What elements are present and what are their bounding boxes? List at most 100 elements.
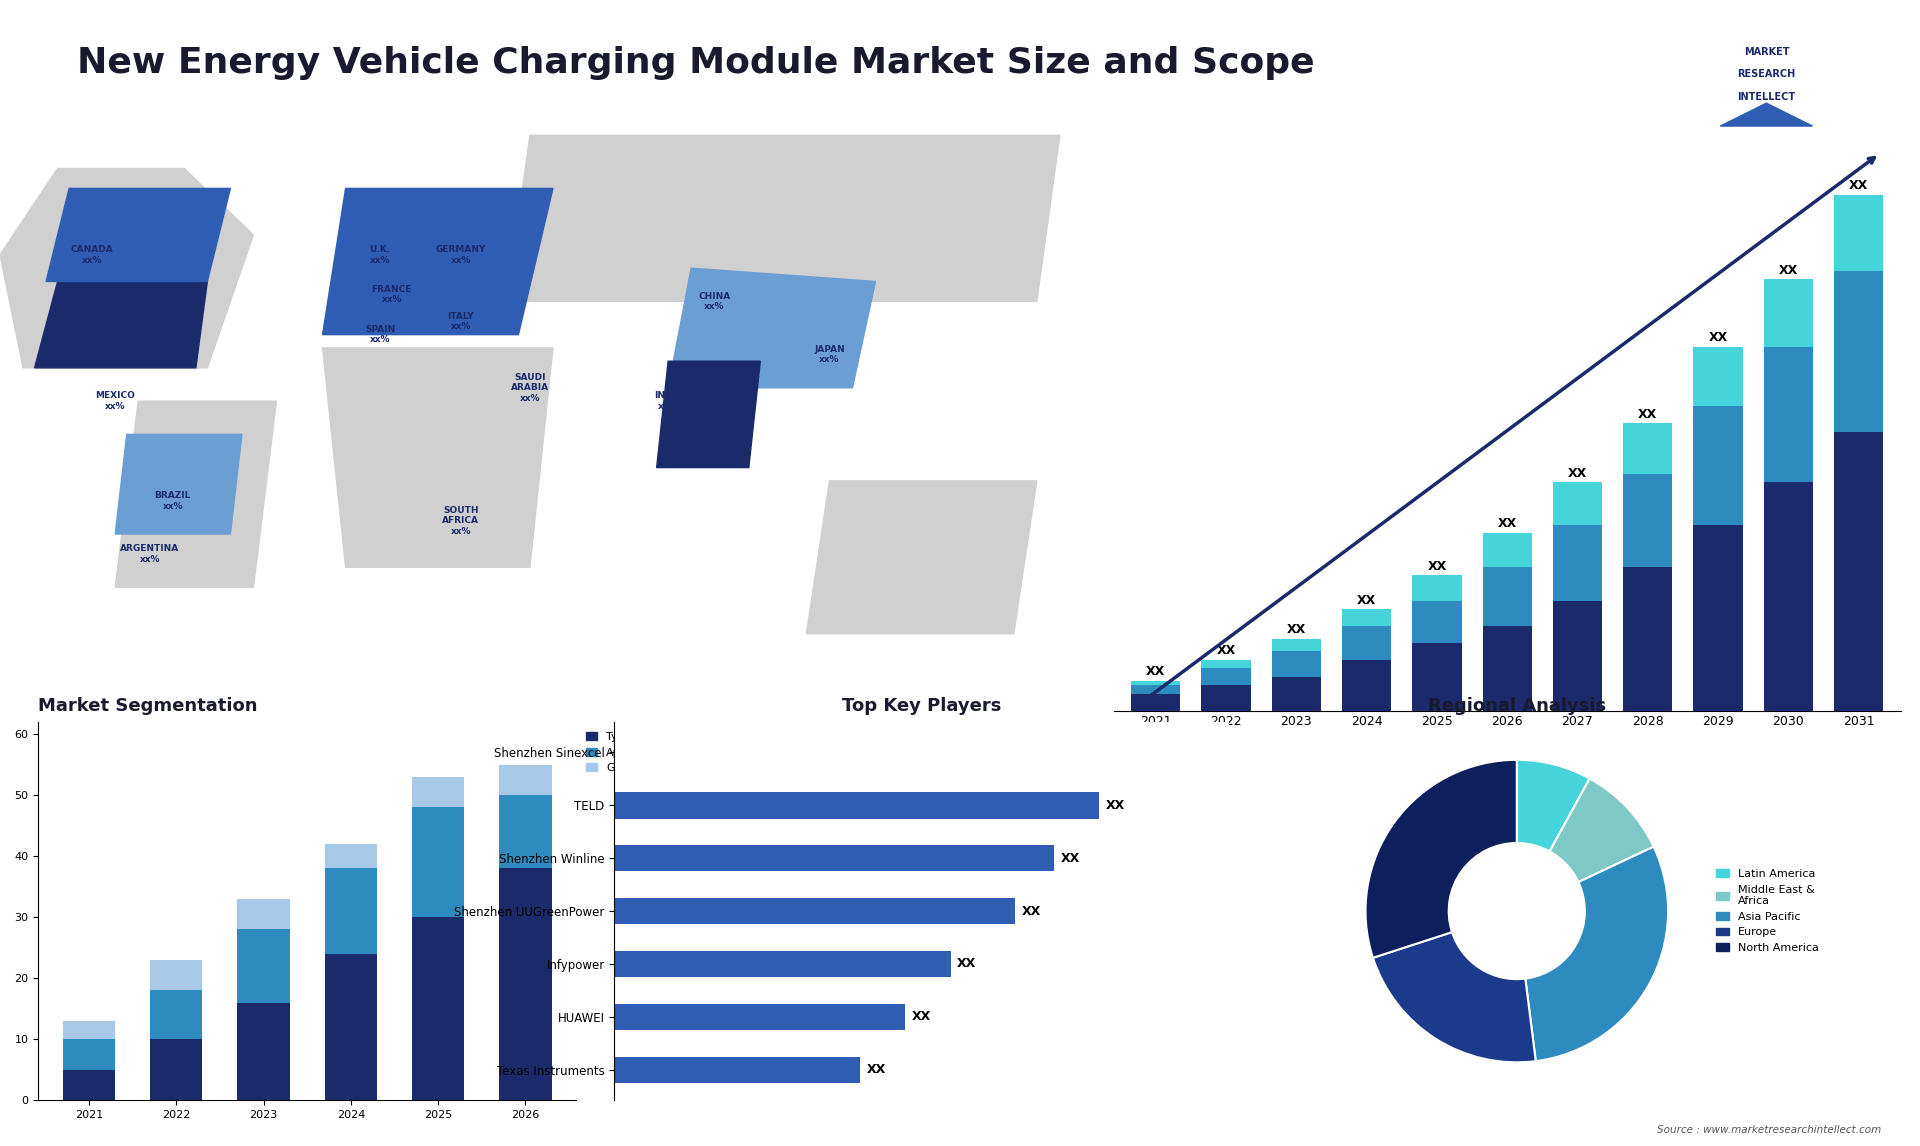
- Text: JAPAN
xx%: JAPAN xx%: [814, 345, 845, 364]
- Bar: [1622, 423, 1672, 473]
- Bar: [1764, 280, 1812, 347]
- Bar: [413, 808, 465, 917]
- Bar: [238, 1003, 290, 1100]
- Bar: [614, 1004, 906, 1030]
- Bar: [1342, 609, 1392, 626]
- Polygon shape: [668, 268, 876, 387]
- Wedge shape: [1524, 847, 1668, 1061]
- Bar: [1131, 685, 1181, 693]
- Bar: [614, 845, 1054, 871]
- Bar: [1202, 660, 1250, 668]
- Text: XX: XX: [1709, 331, 1728, 345]
- Wedge shape: [1373, 932, 1536, 1062]
- Text: Market Segmentation: Market Segmentation: [38, 697, 257, 715]
- Text: CHINA
xx%: CHINA xx%: [699, 292, 730, 311]
- Bar: [1764, 347, 1812, 482]
- Bar: [324, 953, 376, 1100]
- Bar: [1271, 651, 1321, 676]
- Text: XX: XX: [958, 957, 977, 971]
- Bar: [1622, 567, 1672, 711]
- Bar: [150, 960, 202, 990]
- Polygon shape: [323, 188, 553, 335]
- Text: XX: XX: [1427, 559, 1446, 573]
- Bar: [499, 764, 551, 795]
- Text: CANADA
xx%: CANADA xx%: [71, 245, 113, 265]
- Bar: [413, 917, 465, 1100]
- Text: XX: XX: [1638, 408, 1657, 421]
- Polygon shape: [507, 135, 1060, 301]
- Text: XX: XX: [1498, 518, 1517, 531]
- Bar: [1553, 601, 1601, 711]
- Text: XX: XX: [1286, 623, 1306, 636]
- Text: FRANCE
xx%: FRANCE xx%: [371, 285, 413, 305]
- Bar: [1834, 195, 1884, 270]
- Bar: [150, 1039, 202, 1100]
- Text: U.K.
xx%: U.K. xx%: [369, 245, 392, 265]
- Text: MARKET: MARKET: [1743, 47, 1789, 56]
- Bar: [499, 795, 551, 869]
- Text: XX: XX: [1060, 851, 1079, 865]
- Text: SPAIN
xx%: SPAIN xx%: [365, 325, 396, 344]
- Wedge shape: [1517, 760, 1590, 851]
- Polygon shape: [806, 481, 1037, 634]
- Bar: [1553, 482, 1601, 525]
- Text: ARGENTINA
xx%: ARGENTINA xx%: [121, 544, 179, 564]
- Text: ITALY
xx%: ITALY xx%: [447, 312, 474, 331]
- Wedge shape: [1549, 778, 1653, 882]
- Title: Top Key Players: Top Key Players: [841, 697, 1002, 715]
- Bar: [1693, 347, 1743, 406]
- Bar: [499, 869, 551, 1100]
- Bar: [238, 929, 290, 1003]
- Bar: [1271, 638, 1321, 651]
- Bar: [1693, 525, 1743, 711]
- Polygon shape: [115, 434, 242, 534]
- Bar: [614, 897, 1016, 925]
- Text: XX: XX: [866, 1063, 885, 1076]
- Bar: [1342, 626, 1392, 660]
- Bar: [1202, 685, 1250, 711]
- Bar: [1693, 406, 1743, 525]
- Text: XX: XX: [1021, 904, 1041, 918]
- Text: U.S.
xx%: U.S. xx%: [60, 325, 79, 344]
- Text: XX: XX: [1849, 179, 1868, 193]
- Bar: [1764, 482, 1812, 711]
- Bar: [413, 777, 465, 808]
- Polygon shape: [323, 348, 553, 567]
- Text: INDIA
xx%: INDIA xx%: [653, 392, 684, 410]
- Bar: [1131, 693, 1181, 711]
- Bar: [614, 951, 950, 978]
- Polygon shape: [1720, 103, 1812, 126]
- Circle shape: [1463, 858, 1571, 964]
- Bar: [1131, 681, 1181, 685]
- Bar: [63, 1039, 115, 1069]
- Bar: [1342, 660, 1392, 711]
- Text: Source : www.marketresearchintellect.com: Source : www.marketresearchintellect.com: [1657, 1124, 1882, 1135]
- Polygon shape: [46, 188, 230, 282]
- Text: GERMANY
xx%: GERMANY xx%: [436, 245, 486, 265]
- Bar: [63, 1069, 115, 1100]
- Text: XX: XX: [1778, 264, 1797, 277]
- Polygon shape: [0, 168, 253, 368]
- Legend: Latin America, Middle East &
Africa, Asia Pacific, Europe, North America: Latin America, Middle East & Africa, Asi…: [1711, 865, 1824, 957]
- Polygon shape: [115, 401, 276, 587]
- Text: INTELLECT: INTELLECT: [1738, 93, 1795, 102]
- Bar: [1622, 473, 1672, 567]
- Text: XX: XX: [1106, 799, 1125, 811]
- Text: XX: XX: [1146, 666, 1165, 678]
- Text: XX: XX: [912, 1011, 931, 1023]
- Text: New Energy Vehicle Charging Module Market Size and Scope: New Energy Vehicle Charging Module Marke…: [77, 46, 1315, 80]
- Text: BRAZIL
xx%: BRAZIL xx%: [156, 492, 190, 510]
- Bar: [324, 843, 376, 869]
- Bar: [238, 898, 290, 929]
- Polygon shape: [657, 361, 760, 468]
- Text: RESEARCH: RESEARCH: [1738, 70, 1795, 79]
- Bar: [1413, 643, 1461, 711]
- Text: XX: XX: [1217, 644, 1236, 658]
- Bar: [1413, 601, 1461, 643]
- Text: SAUDI
ARABIA
xx%: SAUDI ARABIA xx%: [511, 372, 549, 402]
- Text: XX: XX: [1357, 594, 1377, 606]
- Legend: Type, Application, Geography: Type, Application, Geography: [582, 728, 672, 777]
- Bar: [614, 792, 1100, 818]
- Bar: [1834, 432, 1884, 711]
- Text: MEXICO
xx%: MEXICO xx%: [96, 392, 134, 410]
